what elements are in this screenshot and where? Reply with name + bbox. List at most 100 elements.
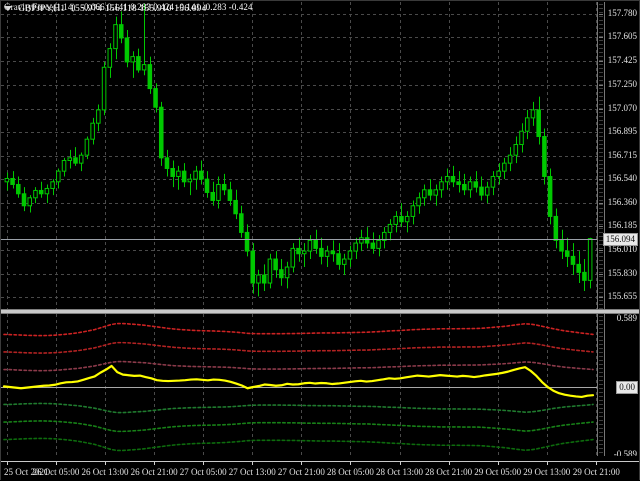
indicator-pane[interactable] [1, 314, 597, 460]
price-tick-label: 156.895 [607, 125, 637, 136]
indicator-scale-minor-notch [599, 336, 603, 337]
time-axis-label: 26 Oct 13:00 [81, 467, 129, 477]
price-chart-pane[interactable] [1, 2, 597, 309]
indicator-scale-minor-notch [599, 452, 603, 453]
indicator-scale-minor-notch [599, 440, 603, 441]
indicator-scale-minor-notch [599, 392, 603, 393]
price-scale-minor-notch [599, 80, 603, 81]
price-scale-minor-notch [599, 36, 603, 37]
indicator-values: -0.066 0.141 0.283 0.424 -0.141 -0.283 -… [80, 2, 253, 12]
indicator-scale-minor-notch [599, 432, 603, 433]
price-tick-label: 156.715 [607, 149, 637, 160]
price-scale-minor-notch [599, 256, 603, 257]
indicator-series-upper3 [3, 322, 594, 337]
price-scale-minor-notch [599, 52, 603, 53]
time-tick [252, 462, 253, 465]
indicator-scale-minor-notch [599, 412, 603, 413]
price-scale-minor-notch [599, 120, 603, 121]
price-tick-label: 157.425 [607, 55, 637, 66]
price-tick-notch [599, 274, 603, 275]
price-tick-label: 157.605 [607, 31, 637, 42]
price-scale-minor-notch [599, 60, 603, 61]
indicator-scale-minor-notch [599, 404, 603, 405]
time-axis-label: 29 Oct 05:00 [474, 467, 522, 477]
time-axis-label: 27 Oct 05:00 [179, 467, 227, 477]
price-scale-minor-notch [599, 12, 603, 13]
price-tick-notch [599, 61, 603, 62]
price-scale-minor-notch [599, 32, 603, 33]
time-axis-label: 27 Oct 21:00 [277, 467, 325, 477]
price-scale-minor-notch [599, 196, 603, 197]
price-scale-minor-notch [599, 84, 603, 85]
price-scale-minor-notch [599, 240, 603, 241]
price-scale-minor-notch [599, 68, 603, 69]
price-scale-minor-notch [599, 228, 603, 229]
price-scale-minor-notch [599, 128, 603, 129]
price-tick-label: 156.185 [607, 220, 637, 231]
price-tick-label: 155.830 [607, 267, 637, 278]
indicator-scale-minor-notch [599, 356, 603, 357]
indicator-scale-minor-notch [599, 376, 603, 377]
price-scale-minor-notch [599, 160, 603, 161]
indicator-scale-minor-notch [599, 436, 603, 437]
indicator-scale-minor-notch [599, 380, 603, 381]
price-tick-label: 157.250 [607, 78, 637, 89]
time-tick [7, 462, 8, 465]
price-scale-minor-notch [599, 136, 603, 137]
indicator-scale-minor-notch [599, 316, 603, 317]
time-tick [400, 462, 401, 465]
price-scale-minor-notch [599, 44, 603, 45]
indicator-scale-minor-notch [599, 444, 603, 445]
indicator-scale-minor-notch [599, 348, 603, 349]
time-tick [105, 462, 106, 465]
price-tick-label: 157.780 [607, 7, 637, 18]
price-scale-minor-notch [599, 300, 603, 301]
price-scale-minor-notch [599, 192, 603, 193]
indicator-scale-minor-notch [599, 408, 603, 409]
indicator-scale-minor-notch [599, 388, 603, 389]
indicator-scale-minor-notch [599, 320, 603, 321]
indicator-scale-minor-notch [599, 448, 603, 449]
price-scale-rail [597, 2, 605, 309]
current-price-label: 156.094 [602, 232, 638, 246]
indicator-scale-minor-notch [599, 352, 603, 353]
indicator-scale-minor-notch [599, 340, 603, 341]
price-scale-minor-notch [599, 168, 603, 169]
price-scale-minor-notch [599, 88, 603, 89]
price-scale[interactable]: 157.780 157.605 157.425 157.250 157.070 156.8… [597, 2, 639, 309]
price-tick-notch [599, 179, 603, 180]
time-tick [203, 462, 204, 465]
time-tick [547, 462, 548, 465]
price-scale-minor-notch [599, 28, 603, 29]
time-axis-label: 25 Oct 2021 [4, 467, 49, 477]
indicator-tick-label: -0.589 [613, 449, 637, 459]
price-chart-svg [1, 2, 597, 309]
price-scale-minor-notch [599, 124, 603, 125]
indicator-scale-minor-notch [599, 372, 603, 373]
price-scale-minor-notch [599, 264, 603, 265]
price-scale-minor-notch [599, 108, 603, 109]
price-scale-minor-notch [599, 208, 603, 209]
price-scale-minor-notch [599, 156, 603, 157]
indicator-scale[interactable]: 0.589 -0.589 0.00 [597, 314, 639, 460]
pane-splitter[interactable] [1, 309, 639, 314]
price-tick-label: 155.655 [607, 291, 637, 301]
indicator-scale-minor-notch [599, 368, 603, 369]
chevron-down-icon[interactable] [4, 6, 12, 11]
indicator-scale-minor-notch [599, 428, 603, 429]
time-axis[interactable]: 25 Oct 2021 26 Oct 05:00 26 Oct 13:00 26 Oc… [1, 461, 639, 481]
indicator-scale-minor-notch [599, 360, 603, 361]
indicator-scale-minor-notch [599, 416, 603, 417]
price-scale-minor-notch [599, 172, 603, 173]
price-scale-minor-notch [599, 40, 603, 41]
indicator-series-main [2, 364, 595, 399]
time-tick [56, 462, 57, 465]
price-tick-notch [599, 37, 603, 38]
time-tick [596, 462, 597, 465]
indicator-series-upper1 [3, 360, 594, 372]
price-scale-minor-notch [599, 204, 603, 205]
price-scale-minor-notch [599, 220, 603, 221]
price-scale-minor-notch [599, 116, 603, 117]
symbol-label: GBPJPY,H1 [18, 3, 66, 14]
price-tick-notch [599, 226, 603, 227]
